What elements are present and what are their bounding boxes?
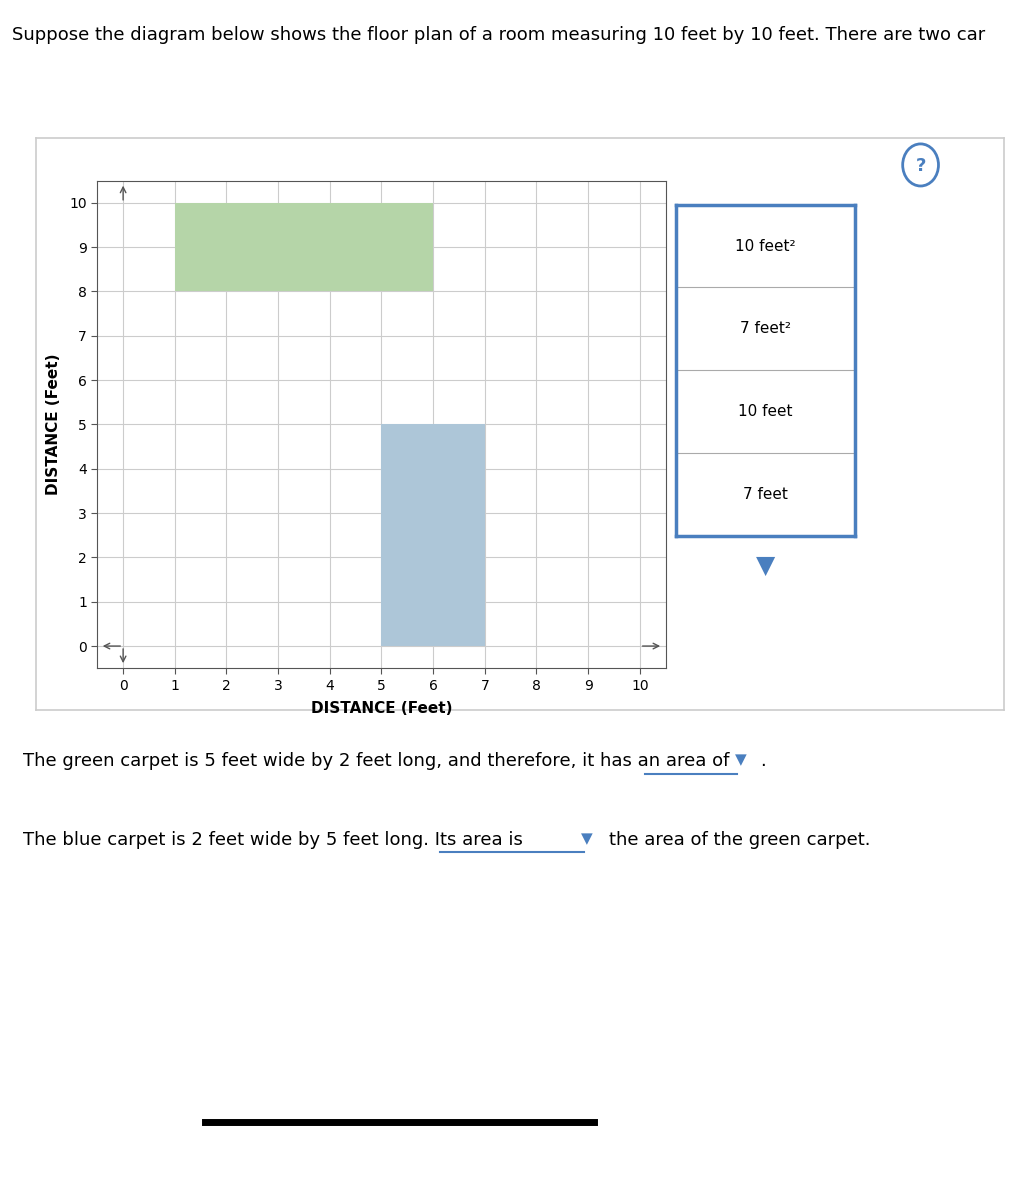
Text: The blue carpet is 2 feet wide by 5 feet long. Its area is: The blue carpet is 2 feet wide by 5 feet…: [23, 831, 522, 849]
Y-axis label: DISTANCE (Feet): DISTANCE (Feet): [46, 354, 60, 495]
Text: ?: ?: [915, 158, 926, 176]
Text: ▼: ▼: [756, 554, 775, 578]
Text: ▼: ▼: [581, 831, 592, 845]
Text: ▼: ▼: [735, 752, 746, 767]
Text: Grad: Grad: [920, 1102, 969, 1119]
Text: 10 feet: 10 feet: [738, 405, 793, 419]
Bar: [382, 424, 484, 647]
Text: .: .: [760, 752, 766, 771]
Text: 7 feet²: 7 feet²: [740, 321, 791, 336]
X-axis label: DISTANCE (Feet): DISTANCE (Feet): [310, 701, 453, 716]
Text: 10 feet²: 10 feet²: [735, 238, 796, 254]
Bar: [175, 202, 433, 291]
Circle shape: [903, 144, 938, 185]
Text: Suppose the diagram below shows the floor plan of a room measuring 10 feet by 10: Suppose the diagram below shows the floo…: [12, 26, 985, 45]
Text: the area of the green carpet.: the area of the green carpet.: [609, 831, 870, 849]
Text: 7 feet: 7 feet: [743, 486, 787, 502]
Text: The green carpet is 5 feet wide by 2 feet long, and therefore, it has an area of: The green carpet is 5 feet wide by 2 fee…: [23, 752, 729, 771]
